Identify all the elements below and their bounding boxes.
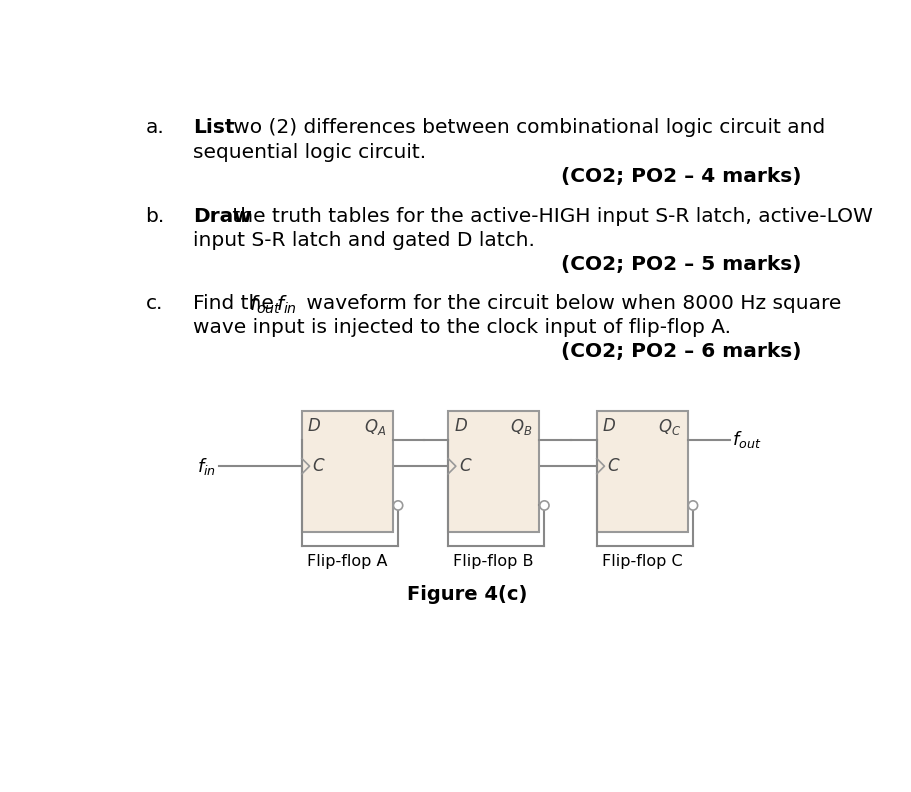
- Text: two (2) differences between combinational logic circuit and: two (2) differences between combinationa…: [220, 118, 824, 137]
- Text: Find the: Find the: [193, 294, 281, 313]
- Bar: [302, 411, 393, 532]
- Text: List: List: [193, 118, 234, 137]
- Text: Figure 4(c): Figure 4(c): [407, 584, 527, 604]
- Text: $f_{out}$: $f_{out}$: [250, 294, 281, 316]
- Circle shape: [393, 501, 403, 510]
- Text: Flip-flop B: Flip-flop B: [453, 554, 533, 569]
- Text: D: D: [602, 417, 615, 435]
- Bar: [447, 411, 538, 532]
- Text: (CO2; PO2 – 6 marks): (CO2; PO2 – 6 marks): [560, 342, 801, 361]
- Circle shape: [539, 501, 548, 510]
- Text: wave input is injected to the clock input of flip-flop A.: wave input is injected to the clock inpu…: [193, 318, 731, 337]
- Text: input S-R latch and gated D latch.: input S-R latch and gated D latch.: [193, 231, 535, 250]
- Text: waveform for the circuit below when 8000 Hz square: waveform for the circuit below when 8000…: [299, 294, 840, 313]
- Text: D: D: [308, 417, 321, 435]
- Circle shape: [688, 501, 697, 510]
- Text: sequential logic circuit.: sequential logic circuit.: [193, 143, 426, 162]
- Bar: [596, 411, 687, 532]
- Text: C: C: [458, 457, 470, 475]
- Text: C: C: [607, 457, 619, 475]
- Text: c.: c.: [146, 294, 163, 313]
- Text: the truth tables for the active-HIGH input S-R latch, active-LOW: the truth tables for the active-HIGH inp…: [225, 207, 872, 226]
- Text: $Q_C$: $Q_C$: [658, 417, 681, 437]
- Text: (CO2; PO2 – 4 marks): (CO2; PO2 – 4 marks): [560, 166, 801, 185]
- Text: $Q_A$: $Q_A$: [363, 417, 386, 437]
- Text: $f_{in}$: $f_{in}$: [197, 455, 216, 477]
- Text: C: C: [312, 457, 324, 475]
- Text: $f_{out}$: $f_{out}$: [732, 429, 761, 451]
- Text: (CO2; PO2 – 5 marks): (CO2; PO2 – 5 marks): [560, 255, 801, 274]
- Text: $f_{in}$: $f_{in}$: [276, 294, 297, 316]
- Text: Draw: Draw: [193, 207, 251, 226]
- Text: Flip-flop C: Flip-flop C: [601, 554, 681, 569]
- Text: a.: a.: [146, 118, 164, 137]
- Text: b.: b.: [146, 207, 165, 226]
- Text: Flip-flop A: Flip-flop A: [307, 554, 387, 569]
- Text: $Q_B$: $Q_B$: [510, 417, 532, 437]
- Text: D: D: [454, 417, 466, 435]
